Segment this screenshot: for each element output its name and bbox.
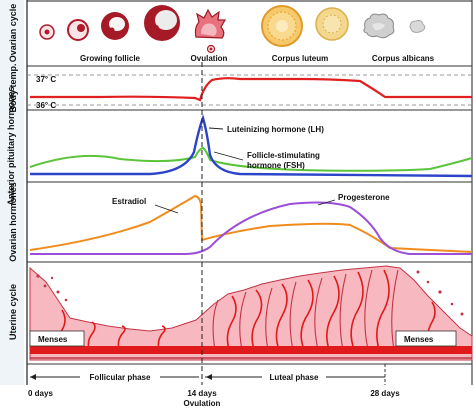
uterine-glands bbox=[212, 269, 399, 351]
tick-day14-ovulation: Ovulation bbox=[184, 399, 221, 408]
label-fsh-line2: hormone (FSH) bbox=[247, 161, 305, 170]
label-corpus-albicans: Corpus albicans bbox=[372, 54, 435, 63]
progesterone-label-pointer bbox=[317, 199, 336, 206]
endometrium-lining bbox=[29, 265, 473, 361]
label-menses-right: Menses bbox=[404, 335, 434, 344]
temp-label-36: 36° C bbox=[36, 101, 56, 110]
label-luteal-phase: Luteal phase bbox=[270, 373, 319, 382]
label-growing-follicle: Growing follicle bbox=[80, 54, 141, 63]
lh-curve bbox=[30, 114, 473, 178]
luteal-label-bg bbox=[262, 370, 326, 383]
phase-arrowhead-follicular bbox=[30, 374, 36, 380]
corpus-luteum-regressing bbox=[315, 7, 349, 41]
label-corpus-luteum: Corpus luteum bbox=[272, 54, 328, 63]
panel-label-body-temp: Body temp. bbox=[8, 63, 18, 112]
spiral-arteries bbox=[57, 269, 436, 353]
corpus-albicans bbox=[363, 13, 395, 39]
estradiol-label-pointer bbox=[154, 204, 179, 214]
myometrium-band bbox=[30, 346, 472, 354]
follicle-stage-1 bbox=[39, 24, 55, 40]
follicle-stage-3 bbox=[101, 12, 129, 40]
tick-day14: 14 days bbox=[187, 389, 217, 398]
follicle-stage-4 bbox=[144, 5, 180, 41]
left-label-band bbox=[0, 0, 24, 385]
menses-debris bbox=[36, 270, 464, 316]
label-ovulation-stage: Ovulation bbox=[191, 54, 228, 63]
follicle-stage-2 bbox=[67, 19, 89, 41]
panel-label-ovarian-hormones: Ovarian hormones bbox=[8, 182, 18, 262]
label-lh: Luteinizing hormone (LH) bbox=[227, 125, 324, 134]
lh-label-pointer bbox=[208, 127, 224, 130]
corpus-albicans-small bbox=[409, 20, 426, 33]
tick-day0: 0 days bbox=[28, 389, 53, 398]
temp-label-37: 37° C bbox=[36, 75, 56, 84]
phase-arrowhead-luteal bbox=[206, 374, 212, 380]
estradiol-curve bbox=[29, 194, 473, 253]
label-progesterone: Progesterone bbox=[338, 193, 390, 202]
label-fsh-line1: Follicle-stimulating bbox=[247, 151, 320, 160]
follicular-label-bg bbox=[80, 370, 160, 383]
label-menses-left: Menses bbox=[38, 335, 68, 344]
menses-left-box bbox=[29, 330, 85, 347]
fsh-curve bbox=[29, 146, 473, 172]
label-follicular-phase: Follicular phase bbox=[90, 373, 151, 382]
progesterone-curve bbox=[30, 201, 472, 255]
label-estradiol: Estradiol bbox=[112, 197, 146, 206]
panel-label-ovarian-cycle: Ovarian cycle bbox=[8, 4, 18, 63]
panel-label-uterine-cycle: Uterine cycle bbox=[8, 284, 18, 340]
panel-label-anterior-pituitary: Anterior pituitary hormones bbox=[6, 86, 16, 205]
corpus-luteum bbox=[261, 5, 303, 47]
ovulation-follicle bbox=[194, 8, 227, 54]
menses-right-box bbox=[395, 330, 457, 347]
tick-day28: 28 days bbox=[370, 389, 400, 398]
fsh-label-pointer bbox=[213, 151, 244, 161]
temperature-curve bbox=[30, 77, 472, 102]
